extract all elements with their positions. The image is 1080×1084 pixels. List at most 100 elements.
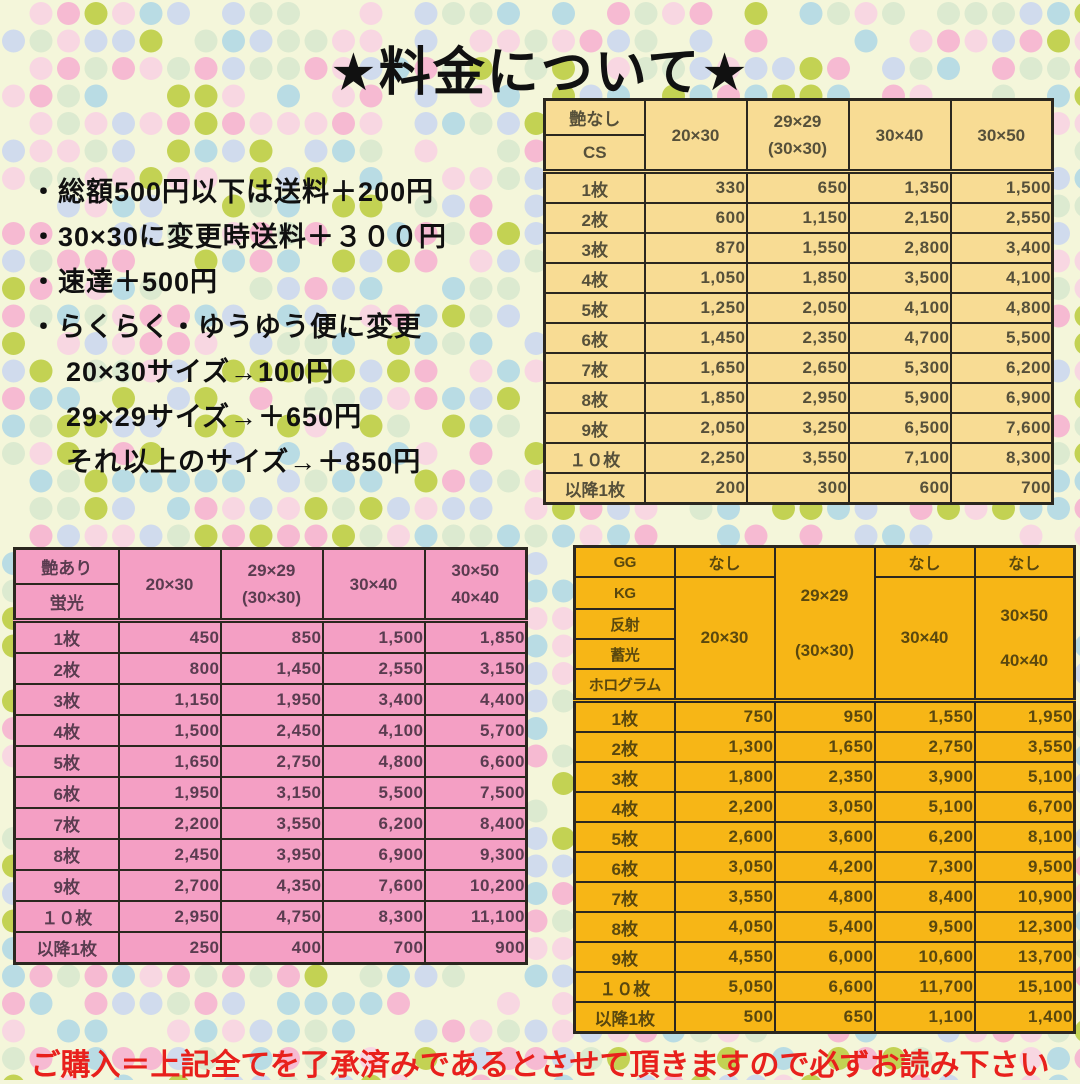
- size-label: 40×40: [451, 589, 499, 606]
- price-cell: 4,200: [775, 852, 875, 882]
- price-cell: 3,550: [975, 732, 1075, 762]
- price-cell: 2,200: [675, 792, 775, 822]
- size-label: 40×40: [1000, 652, 1048, 669]
- price-cell: 5,500: [323, 777, 425, 808]
- price-cell: 250: [119, 932, 221, 964]
- price-cell: 6,000: [775, 942, 875, 972]
- note-line: ・総額500円以下は送料＋200円: [30, 170, 447, 215]
- price-cell: 1,950: [119, 777, 221, 808]
- price-cell: 2,750: [221, 746, 323, 777]
- size-header: 20×30: [119, 549, 221, 621]
- price-cell: 5,100: [975, 762, 1075, 792]
- price-cell: 3,550: [747, 443, 849, 473]
- size-header: 20×30: [675, 577, 775, 701]
- quantity-cell: 以降1枚: [545, 473, 645, 504]
- quantity-cell: 5枚: [15, 746, 119, 777]
- quantity-cell: 7枚: [545, 353, 645, 383]
- size-label: 30×50: [977, 127, 1025, 144]
- quantity-cell: 1枚: [545, 172, 645, 204]
- price-cell: 2,250: [645, 443, 747, 473]
- quantity-cell: 4枚: [575, 792, 675, 822]
- price-cell: 2,050: [645, 413, 747, 443]
- material-label: CS: [545, 135, 645, 172]
- material-label: 蓄光: [575, 639, 675, 669]
- price-cell: 950: [775, 701, 875, 733]
- price-cell: 8,100: [975, 822, 1075, 852]
- price-cell: 5,300: [849, 353, 951, 383]
- price-cell: 6,700: [975, 792, 1075, 822]
- size-label: 29×29: [248, 562, 296, 579]
- price-cell: 5,100: [875, 792, 975, 822]
- quantity-cell: １０枚: [575, 972, 675, 1002]
- price-cell: 2,950: [747, 383, 849, 413]
- price-cell: 1,450: [221, 653, 323, 684]
- size-label: 30×50: [1000, 607, 1048, 624]
- purchase-notice: ご購入＝上記全てを了承済みであるとさせて頂きますので必ずお読み下さい: [0, 1040, 1080, 1084]
- size-header-text: 20×30: [120, 552, 220, 616]
- price-cell: 3,600: [775, 822, 875, 852]
- price-cell: 4,550: [675, 942, 775, 972]
- price-cell: 4,400: [425, 684, 527, 715]
- price-cell: 10,200: [425, 870, 527, 901]
- price-cell: 6,200: [875, 822, 975, 852]
- quantity-cell: 7枚: [575, 882, 675, 912]
- price-cell: 650: [747, 172, 849, 204]
- price-cell: 3,550: [675, 882, 775, 912]
- price-cell: 6,900: [323, 839, 425, 870]
- price-cell: 870: [645, 233, 747, 263]
- price-cell: 3,900: [875, 762, 975, 792]
- price-cell: 5,500: [951, 323, 1053, 353]
- price-cell: 6,900: [951, 383, 1053, 413]
- quantity-cell: 8枚: [15, 839, 119, 870]
- size-header-text: 30×50 40×40: [976, 580, 1074, 696]
- price-cell: 9,500: [875, 912, 975, 942]
- price-cell: 1,650: [119, 746, 221, 777]
- price-cell: 2,700: [119, 870, 221, 901]
- price-cell: 5,050: [675, 972, 775, 1002]
- price-cell: 4,050: [675, 912, 775, 942]
- price-cell: 3,250: [747, 413, 849, 443]
- size-header-text: 29×29(30×30): [748, 103, 848, 167]
- price-cell: 1,850: [645, 383, 747, 413]
- price-cell: 800: [119, 653, 221, 684]
- price-cell: 330: [645, 172, 747, 204]
- price-cell: 7,500: [425, 777, 527, 808]
- shipping-notes: ・総額500円以下は送料＋200円・30×30に変更時送料＋３００円・速達＋50…: [30, 170, 447, 485]
- quantity-cell: 2枚: [15, 653, 119, 684]
- no-gloss-label: なし: [875, 547, 975, 578]
- price-cell: 2,350: [747, 323, 849, 353]
- price-cell: 2,200: [119, 808, 221, 839]
- price-cell: 1,300: [675, 732, 775, 762]
- price-cell: 650: [775, 1002, 875, 1033]
- price-cell: 7,600: [951, 413, 1053, 443]
- price-cell: 300: [747, 473, 849, 504]
- price-cell: 4,100: [323, 715, 425, 746]
- size-header: 29×29(30×30): [747, 100, 849, 172]
- price-cell: 13,700: [975, 942, 1075, 972]
- price-cell: 8,300: [951, 443, 1053, 473]
- material-label: ホログラム: [575, 669, 675, 701]
- price-cell: 6,200: [951, 353, 1053, 383]
- price-cell: 1,450: [645, 323, 747, 353]
- price-cell: 3,550: [221, 808, 323, 839]
- price-cell: 6,500: [849, 413, 951, 443]
- price-cell: 10,600: [875, 942, 975, 972]
- price-cell: 700: [951, 473, 1053, 504]
- quantity-cell: 7枚: [15, 808, 119, 839]
